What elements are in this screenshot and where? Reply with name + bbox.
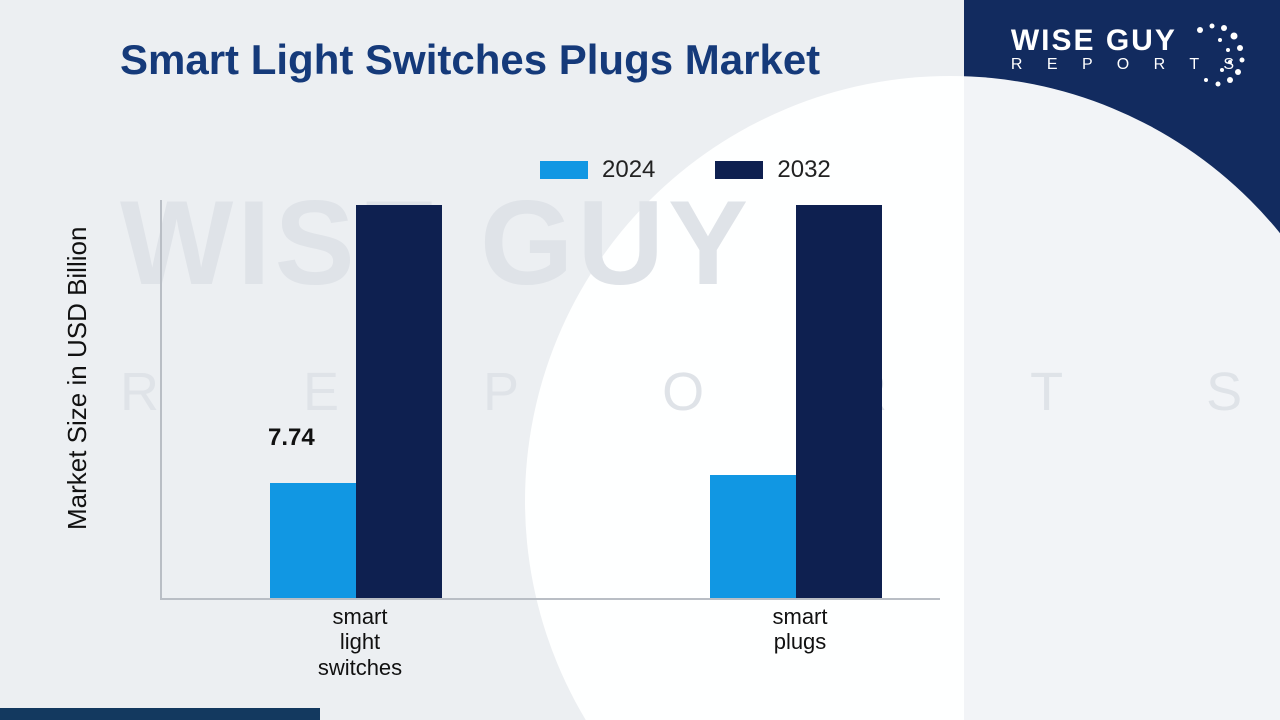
brand-head-icon [1180, 20, 1250, 90]
bottom-accent-bar [0, 708, 320, 720]
y-axis [160, 200, 162, 600]
bar [356, 205, 442, 598]
bar [796, 205, 882, 598]
x-axis [160, 598, 940, 600]
legend-item-2024: 2024 [540, 156, 655, 184]
bar [270, 483, 356, 598]
legend-swatch-2032 [715, 161, 763, 179]
legend-label-2024: 2024 [602, 156, 655, 184]
bar-value-label: 7.74 [268, 425, 315, 453]
legend-swatch-2024 [540, 161, 588, 179]
category-label: smartplugs [710, 604, 890, 655]
chart-stage: WISE GUY R E P O R T S Smart Light Switc… [0, 0, 1280, 720]
y-axis-label: Market Size in USD Billion [62, 227, 93, 530]
brand-logo: WISE GUY R E P O R T S [1011, 24, 1244, 74]
legend-item-2032: 2032 [715, 156, 830, 184]
bar [710, 475, 796, 598]
plot-area: 7.74smartlightswitchessmartplugs [160, 200, 940, 600]
category-label: smartlightswitches [270, 604, 450, 680]
chart-title: Smart Light Switches Plugs Market [120, 36, 820, 84]
legend: 2024 2032 [540, 156, 831, 184]
legend-label-2032: 2032 [777, 156, 830, 184]
